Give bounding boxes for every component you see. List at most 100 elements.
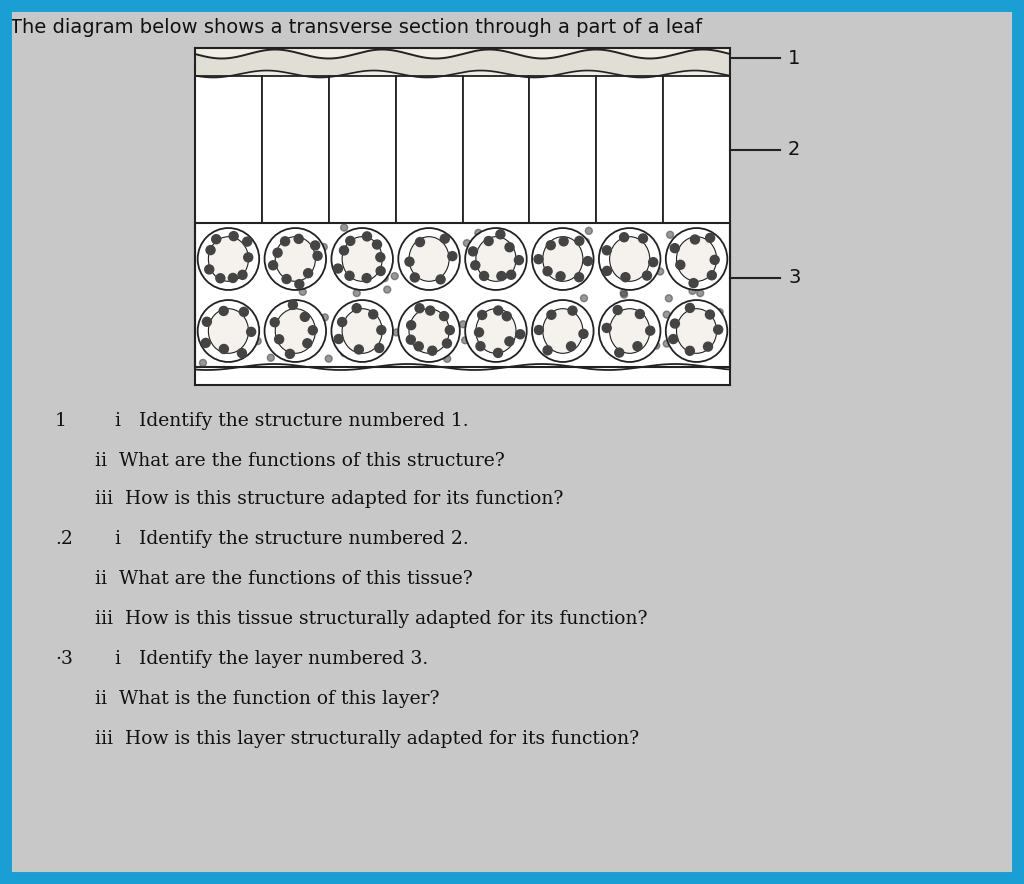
Circle shape <box>676 260 685 270</box>
Circle shape <box>711 255 719 264</box>
Circle shape <box>432 350 439 357</box>
Circle shape <box>308 326 317 335</box>
Circle shape <box>281 237 290 246</box>
Circle shape <box>462 337 469 344</box>
Circle shape <box>238 348 247 358</box>
Circle shape <box>377 325 386 334</box>
Circle shape <box>621 291 628 298</box>
Circle shape <box>238 271 247 279</box>
Circle shape <box>245 238 252 245</box>
Ellipse shape <box>677 309 717 354</box>
Circle shape <box>381 275 388 282</box>
Circle shape <box>579 330 588 339</box>
Circle shape <box>481 256 488 263</box>
Circle shape <box>426 346 433 352</box>
Circle shape <box>639 234 647 243</box>
Circle shape <box>547 310 556 319</box>
Ellipse shape <box>208 309 249 354</box>
Circle shape <box>406 337 413 344</box>
Ellipse shape <box>465 300 526 362</box>
Circle shape <box>326 355 332 362</box>
Ellipse shape <box>342 309 382 354</box>
Circle shape <box>566 342 575 351</box>
Circle shape <box>445 325 455 335</box>
Ellipse shape <box>198 228 259 290</box>
Circle shape <box>274 246 282 253</box>
Ellipse shape <box>599 300 660 362</box>
Circle shape <box>507 271 516 279</box>
Circle shape <box>676 245 683 252</box>
Circle shape <box>667 232 674 239</box>
Text: 1: 1 <box>55 412 67 430</box>
Circle shape <box>542 324 549 332</box>
Circle shape <box>346 236 354 246</box>
Circle shape <box>304 269 312 278</box>
Circle shape <box>404 257 414 266</box>
Circle shape <box>393 329 400 336</box>
Circle shape <box>505 243 514 252</box>
Circle shape <box>556 271 565 281</box>
Circle shape <box>586 227 592 234</box>
Circle shape <box>428 347 437 355</box>
Circle shape <box>219 345 228 354</box>
Circle shape <box>201 339 210 347</box>
Circle shape <box>224 230 231 237</box>
Circle shape <box>376 320 383 327</box>
Circle shape <box>411 273 419 282</box>
Circle shape <box>375 344 384 353</box>
Circle shape <box>649 257 657 267</box>
Circle shape <box>535 262 542 269</box>
Circle shape <box>419 320 426 327</box>
Text: 1: 1 <box>788 49 801 67</box>
Circle shape <box>340 246 348 255</box>
Circle shape <box>696 290 703 297</box>
Circle shape <box>483 262 490 269</box>
Circle shape <box>352 304 361 313</box>
Ellipse shape <box>275 237 315 281</box>
Circle shape <box>321 243 328 250</box>
Circle shape <box>295 279 304 289</box>
Circle shape <box>322 314 329 321</box>
Circle shape <box>646 326 654 335</box>
Circle shape <box>633 342 642 351</box>
Circle shape <box>656 268 664 275</box>
Circle shape <box>203 317 211 326</box>
Circle shape <box>505 337 514 346</box>
Circle shape <box>303 339 312 347</box>
Circle shape <box>219 307 228 316</box>
Ellipse shape <box>599 228 660 290</box>
Text: ii  What is the function of this layer?: ii What is the function of this layer? <box>95 690 439 708</box>
Circle shape <box>494 348 503 357</box>
Circle shape <box>712 239 719 246</box>
Circle shape <box>479 271 488 280</box>
Ellipse shape <box>342 237 382 281</box>
Circle shape <box>415 304 424 313</box>
Circle shape <box>205 265 214 274</box>
Text: The diagram below shows a transverse section through a part of a leaf: The diagram below shows a transverse sec… <box>10 18 702 37</box>
Ellipse shape <box>609 309 650 354</box>
Circle shape <box>442 339 452 348</box>
Circle shape <box>584 256 592 265</box>
Bar <box>195 48 730 385</box>
Text: i   Identify the layer numbered 3.: i Identify the layer numbered 3. <box>115 650 428 668</box>
Circle shape <box>353 346 360 353</box>
Bar <box>596 76 664 223</box>
Circle shape <box>460 321 467 328</box>
Circle shape <box>671 319 679 328</box>
Circle shape <box>370 232 376 239</box>
Ellipse shape <box>543 237 583 281</box>
Circle shape <box>629 307 636 313</box>
Circle shape <box>415 342 423 351</box>
Bar <box>463 76 529 223</box>
Circle shape <box>283 329 290 336</box>
Circle shape <box>247 327 256 336</box>
Circle shape <box>669 334 678 344</box>
Circle shape <box>224 336 230 343</box>
Circle shape <box>479 278 486 285</box>
Circle shape <box>436 275 445 284</box>
Text: ii  What are the functions of this tissue?: ii What are the functions of this tissue… <box>95 570 473 588</box>
Circle shape <box>369 309 378 319</box>
Circle shape <box>244 253 253 262</box>
Ellipse shape <box>532 228 594 290</box>
Circle shape <box>466 332 473 339</box>
